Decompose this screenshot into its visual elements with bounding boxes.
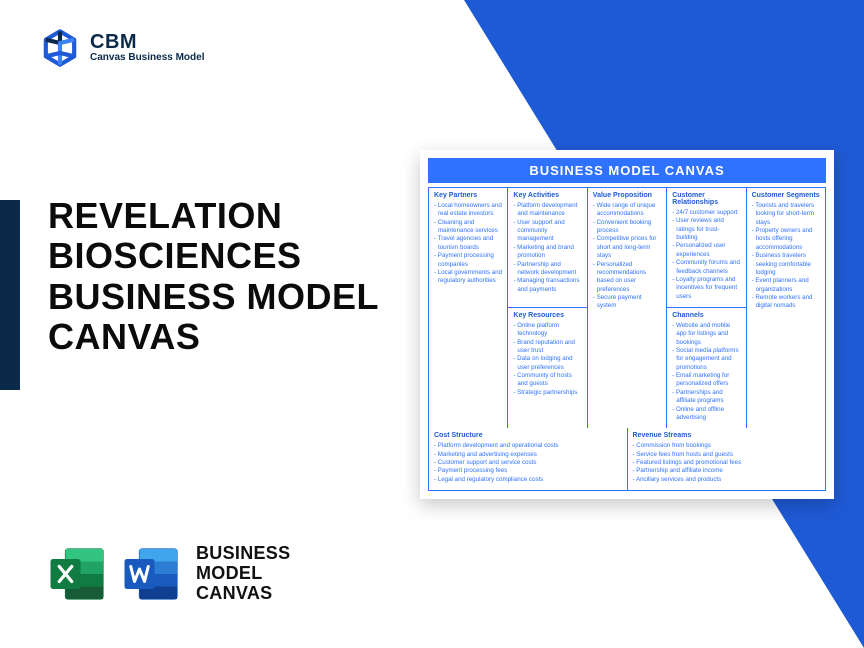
list-item: Community forums and feedback channels bbox=[672, 259, 740, 276]
list-item: Partnership and affiliate income bbox=[633, 467, 821, 475]
list-item: Marketing and advertising expenses bbox=[434, 451, 622, 459]
canvas-preview: BUSINESS MODEL CANVAS Key Partners Local… bbox=[420, 150, 834, 499]
header-cost-structure: Cost Structure bbox=[434, 432, 622, 439]
cell-customer-relationships: Customer Relationships 24/7 customer sup… bbox=[667, 188, 746, 308]
page-title: REVELATION BIOSCIENCES BUSINESS MODEL CA… bbox=[48, 196, 418, 357]
list-item: Service fees from hosts and guests bbox=[633, 451, 821, 459]
list-item: Travel agencies and tourism boards bbox=[434, 235, 502, 252]
header-key-partners: Key Partners bbox=[434, 192, 502, 199]
list-item: Payment processing companies bbox=[434, 252, 502, 269]
list-item: Featured listings and promotional fees bbox=[633, 459, 821, 467]
list-item: 24/7 customer support bbox=[672, 209, 740, 217]
list-item: Community of hosts and guests bbox=[513, 372, 581, 389]
cell-key-partners: Key Partners Local homeowners and real e… bbox=[429, 188, 508, 428]
header-customer-relationships: Customer Relationships bbox=[672, 192, 740, 206]
list-item: Strategic partnerships bbox=[513, 389, 581, 397]
list-item: Ancillary services and products bbox=[633, 476, 821, 484]
cell-key-activities: Key Activities Platform development and … bbox=[508, 188, 587, 308]
list-item: Local homeowners and real estate investo… bbox=[434, 202, 502, 219]
list-item: Competitive prices for short and long-te… bbox=[593, 235, 661, 260]
list-item: Platform development and maintenance bbox=[513, 202, 581, 219]
list-item: Business travelers seeking comfortable l… bbox=[752, 252, 820, 277]
list-item: Payment processing fees bbox=[434, 467, 622, 475]
accent-bar bbox=[0, 200, 20, 390]
header-customer-segments: Customer Segments bbox=[752, 192, 820, 199]
list-item: Remote workers and digital nomads bbox=[752, 294, 820, 311]
brand-logo: CBM Canvas Business Model bbox=[40, 28, 204, 68]
cell-cost-structure: Cost Structure Platform development and … bbox=[429, 428, 628, 490]
canvas-title: BUSINESS MODEL CANVAS bbox=[428, 158, 826, 183]
format-label: BUSINESS MODEL CANVAS bbox=[196, 544, 290, 603]
logo-brand-text: CBM bbox=[90, 32, 204, 53]
cell-key-resources: Key Resources Online platform technology… bbox=[508, 308, 587, 428]
logo-sub-text: Canvas Business Model bbox=[90, 53, 204, 64]
list-item: Platform development and operational cos… bbox=[434, 442, 622, 450]
list-item: Email marketing for personalized offers bbox=[672, 372, 740, 389]
cell-customer-segments: Customer Segments Tourists and travelers… bbox=[747, 188, 826, 428]
cell-channels: Channels Website and mobile app for list… bbox=[667, 308, 746, 428]
list-item: Online and offline advertising bbox=[672, 406, 740, 423]
list-item: Property owners and hosts offering accom… bbox=[752, 227, 820, 252]
list-item: User support and community management bbox=[513, 219, 581, 244]
header-value-proposition: Value Proposition bbox=[593, 192, 661, 199]
list-item: Data on lodging and user preferences bbox=[513, 355, 581, 372]
list-item: Partnerships and affiliate programs bbox=[672, 389, 740, 406]
cell-revenue-streams: Revenue Streams Commission from bookings… bbox=[628, 428, 827, 490]
excel-icon bbox=[48, 544, 108, 604]
list-item: Online platform technology bbox=[513, 322, 581, 339]
format-row: BUSINESS MODEL CANVAS bbox=[48, 544, 290, 604]
header-revenue-streams: Revenue Streams bbox=[633, 432, 821, 439]
list-item: Cleaning and maintenance services bbox=[434, 219, 502, 236]
word-icon bbox=[122, 544, 182, 604]
header-key-activities: Key Activities bbox=[513, 192, 581, 199]
list-item: Social media platforms for engagement an… bbox=[672, 347, 740, 372]
list-item: Event planners and organizations bbox=[752, 277, 820, 294]
list-item: Loyalty programs and incentives for freq… bbox=[672, 276, 740, 301]
list-item: Personalized user experiences bbox=[672, 242, 740, 259]
list-item: Website and mobile app for listings and … bbox=[672, 322, 740, 347]
list-item: Local governments and regulatory authori… bbox=[434, 269, 502, 286]
list-item: Customer support and service costs bbox=[434, 459, 622, 467]
list-item: Personalized recommendations based on us… bbox=[593, 261, 661, 294]
list-item: Legal and regulatory compliance costs bbox=[434, 476, 622, 484]
list-item: Brand reputation and user trust bbox=[513, 339, 581, 356]
list-item: Tourists and travelers looking for short… bbox=[752, 202, 820, 227]
header-channels: Channels bbox=[672, 312, 740, 319]
header-key-resources: Key Resources bbox=[513, 312, 581, 319]
list-item: Managing transactions and payments bbox=[513, 277, 581, 294]
list-item: Secure payment system bbox=[593, 294, 661, 311]
list-item: Partnership and network development bbox=[513, 261, 581, 278]
list-item: User reviews and ratings for trust-build… bbox=[672, 217, 740, 242]
logo-icon bbox=[40, 28, 80, 68]
list-item: Commission from bookings bbox=[633, 442, 821, 450]
list-item: Convenient booking process bbox=[593, 219, 661, 236]
list-item: Marketing and brand promotion bbox=[513, 244, 581, 261]
cell-value-proposition: Value Proposition Wide range of unique a… bbox=[588, 188, 667, 428]
list-item: Wide range of unique accommodations bbox=[593, 202, 661, 219]
